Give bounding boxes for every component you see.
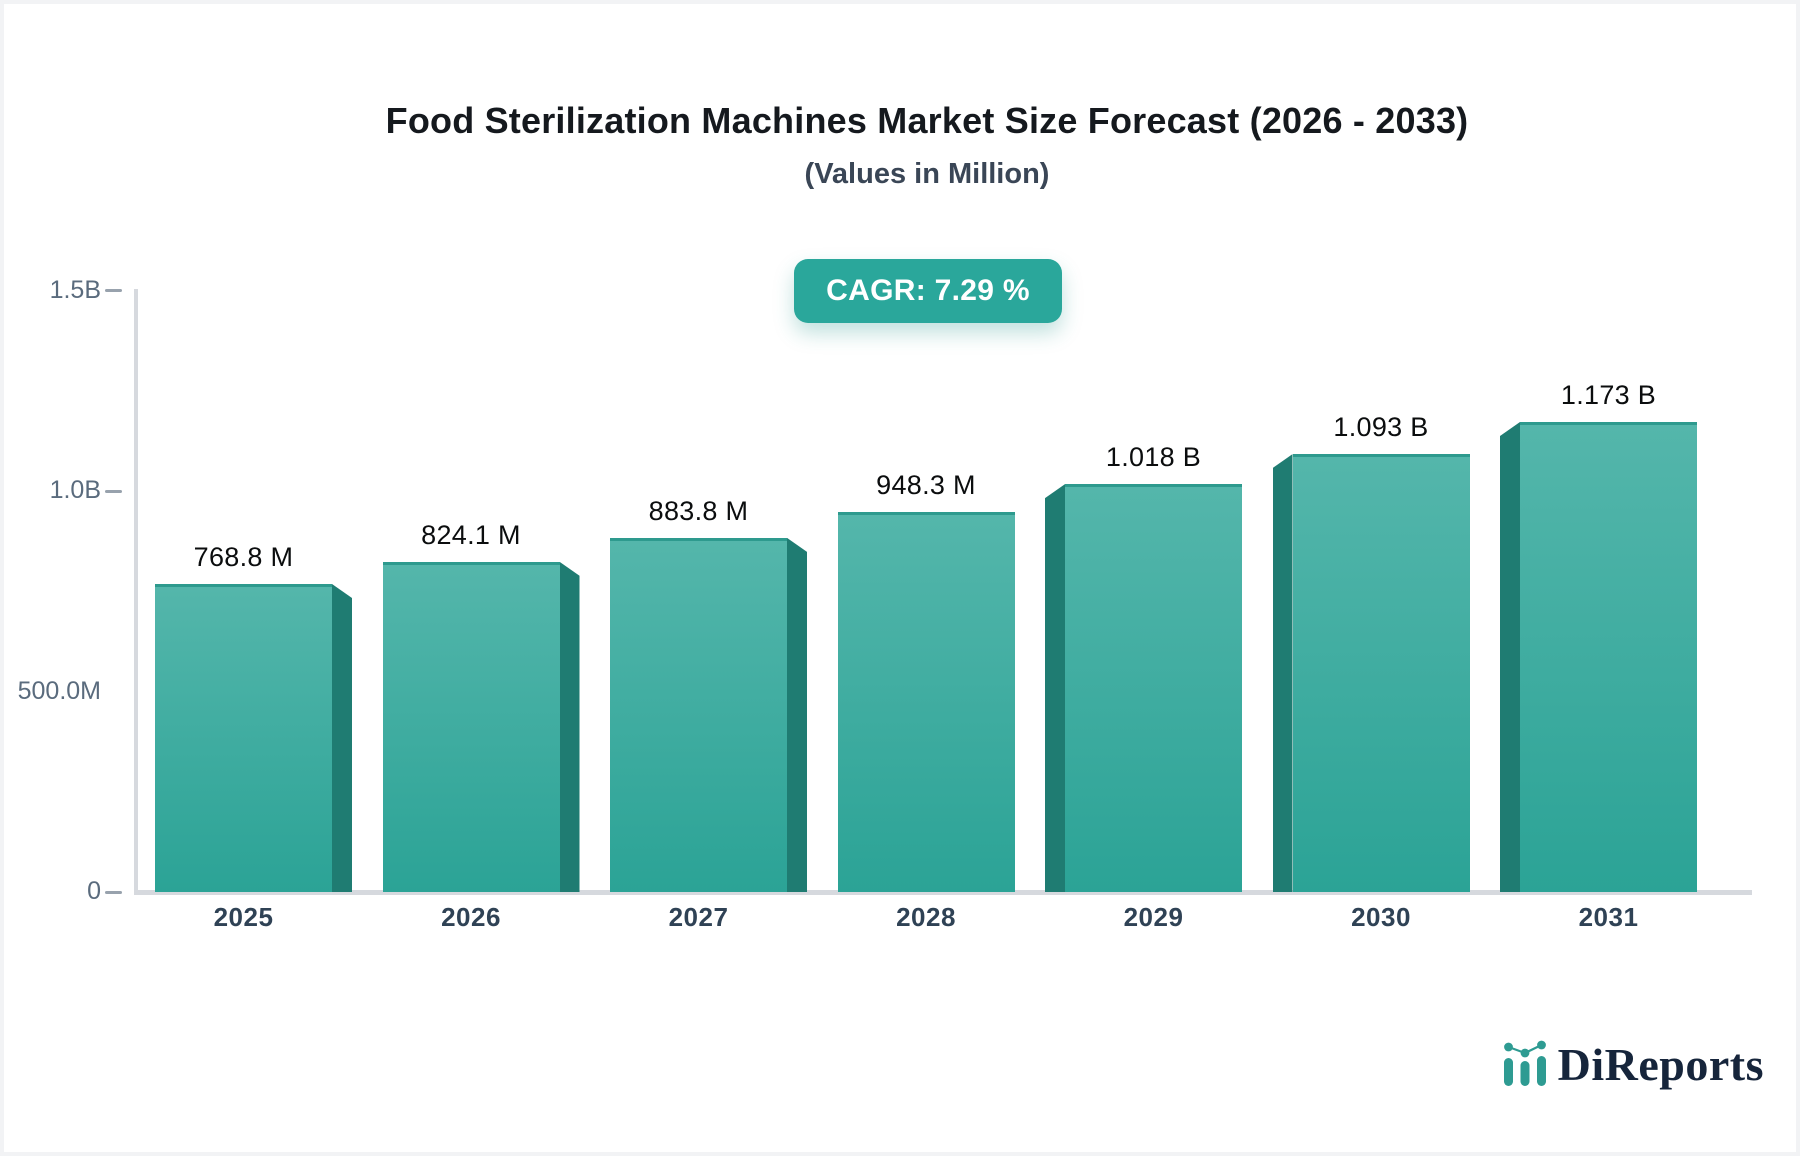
bar-value-label: 824.1 M	[421, 519, 521, 550]
bar-value-label: 1.018 B	[1105, 442, 1202, 473]
y-axis-tick-label: 500.0M	[17, 676, 101, 705]
x-axis-label: 2027	[668, 902, 729, 932]
x-axis-label: 2031	[1578, 902, 1639, 932]
bar-value-label: 768.8 M	[193, 541, 294, 572]
bar-2031	[1520, 422, 1697, 892]
x-axis-label: 2025	[213, 902, 274, 932]
y-axis-tick-dash	[105, 289, 122, 293]
y-axis-tick-dash	[105, 890, 122, 894]
chart-header: Food Sterilization Machines Market Size …	[50, 100, 1800, 191]
bar-2029	[1065, 484, 1242, 892]
logo-text: DiReports	[1557, 1038, 1764, 1090]
bar-side-face	[559, 561, 580, 892]
bar-value-label: 1.093 B	[1333, 412, 1429, 443]
bar-2028	[837, 512, 1015, 892]
bar-2027	[610, 537, 787, 892]
y-axis-tick-label: 1.0B	[49, 476, 101, 505]
bar-side-face	[1272, 454, 1293, 892]
bar-side-face	[787, 537, 807, 892]
bar-side-face	[332, 583, 352, 892]
x-axis-label: 2026	[441, 902, 501, 932]
bar-2030	[1292, 454, 1470, 892]
bar-2025	[155, 583, 332, 892]
direports-logo: DiReports	[1502, 1034, 1764, 1094]
x-axis-label: 2030	[1351, 902, 1411, 932]
x-axis-label: 2029	[1123, 902, 1184, 932]
bar-side-face	[1045, 484, 1065, 892]
page-title: Food Sterilization Machines Market Size …	[385, 100, 1469, 141]
bar-value-label: 883.8 M	[648, 495, 749, 526]
x-axis-line	[134, 890, 1752, 895]
y-axis-tick-dash	[105, 489, 122, 493]
mini-bar-line-chart-logo-icon	[1503, 1040, 1546, 1086]
x-axis-label: 2028	[896, 902, 956, 932]
y-axis-line	[134, 289, 138, 895]
bar-side-face	[1500, 422, 1520, 892]
bar-value-label: 948.3 M	[876, 470, 976, 501]
cagr-badge: CAGR: 7.29 %	[794, 259, 1062, 323]
page-subtitle: (Values in Million)	[804, 158, 1050, 190]
y-axis-tick-label: 0	[87, 877, 101, 905]
y-axis-tick-label: 1.5B	[49, 275, 101, 304]
bar-value-label: 1.173 B	[1560, 380, 1657, 410]
bar-2026	[382, 561, 560, 892]
